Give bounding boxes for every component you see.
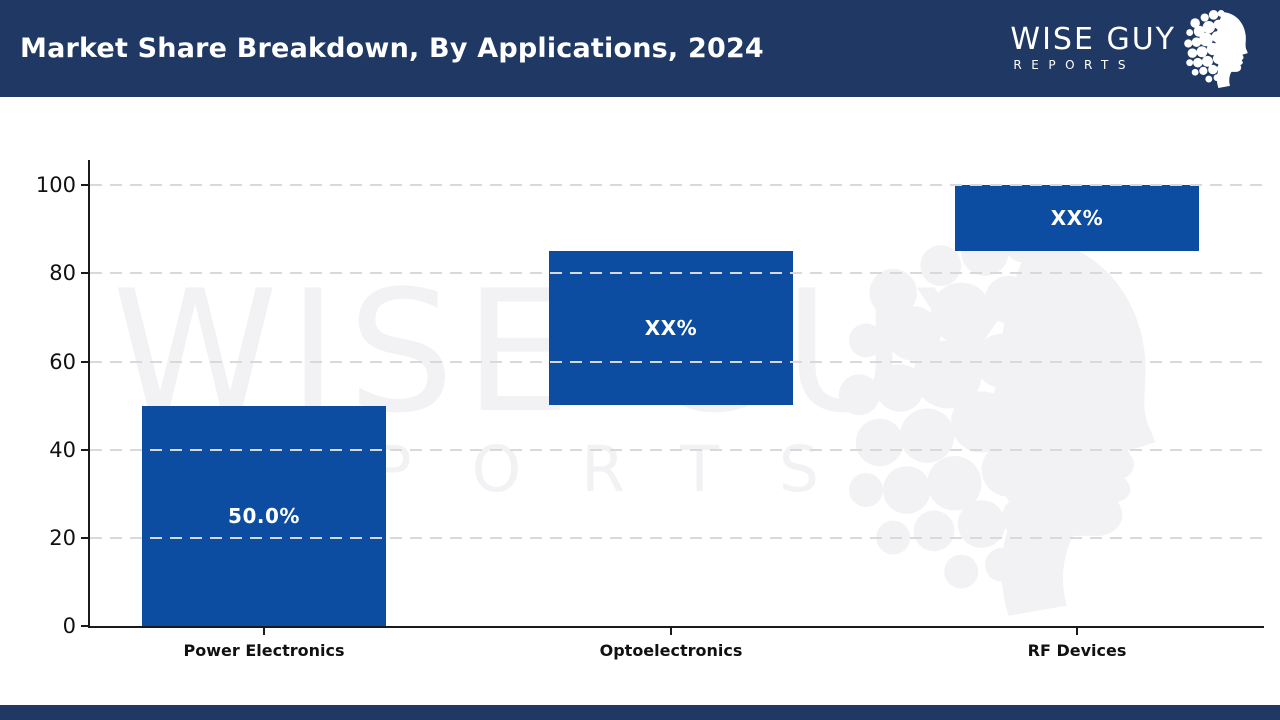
y-tick	[81, 449, 88, 451]
y-axis-tick-label: 40	[49, 438, 76, 462]
page-title: Market Share Breakdown, By Applications,…	[20, 33, 764, 64]
bar-value-label: 50.0%	[228, 503, 300, 528]
gridline-40	[90, 449, 1262, 451]
x-axis-category-label: RF Devices	[1027, 641, 1127, 660]
x-tick	[670, 628, 672, 635]
y-tick	[81, 272, 88, 274]
y-axis-tick-label: 80	[49, 261, 76, 285]
bar-optoelectronics: XX%	[549, 251, 793, 406]
bar-value-label: XX%	[644, 316, 698, 341]
gridline-60	[90, 361, 1262, 363]
logo-sub-label: REPORTS	[1013, 58, 1135, 72]
dotted-head-logo-icon	[1184, 9, 1248, 88]
y-axis-tick-label: 100	[35, 173, 76, 197]
y-tick	[81, 361, 88, 363]
gridline-100	[90, 184, 1262, 186]
bar-power-electronics: 50.0%	[142, 405, 386, 626]
y-tick	[81, 184, 88, 186]
x-axis-category-label: Power Electronics	[183, 641, 345, 660]
y-tick	[81, 625, 88, 627]
x-tick	[263, 628, 265, 635]
y-axis-line	[88, 160, 90, 628]
gridline-20	[90, 537, 1262, 539]
logo-name-label: WISE GUY	[1010, 22, 1176, 57]
bar-value-label: XX%	[1050, 206, 1104, 231]
logo-text: WISE GUY REPORTS	[1010, 22, 1176, 73]
x-axis-category-label: Optoelectronics	[599, 641, 743, 660]
x-tick	[1076, 628, 1078, 635]
y-axis-tick-label: 60	[49, 350, 76, 374]
y-tick	[81, 537, 88, 539]
bar-rf-devices: XX%	[955, 185, 1199, 252]
wise-guy-reports-logo: WISE GUY REPORTS	[1010, 8, 1254, 90]
header-bar: Market Share Breakdown, By Applications,…	[0, 0, 1280, 97]
x-axis-line	[88, 626, 1264, 628]
y-axis-tick-label: 20	[49, 526, 76, 550]
y-axis-tick-label: 0	[62, 614, 76, 638]
footer-bar	[0, 705, 1280, 720]
gridline-80	[90, 272, 1262, 274]
watermark-head-icon	[838, 228, 1155, 616]
